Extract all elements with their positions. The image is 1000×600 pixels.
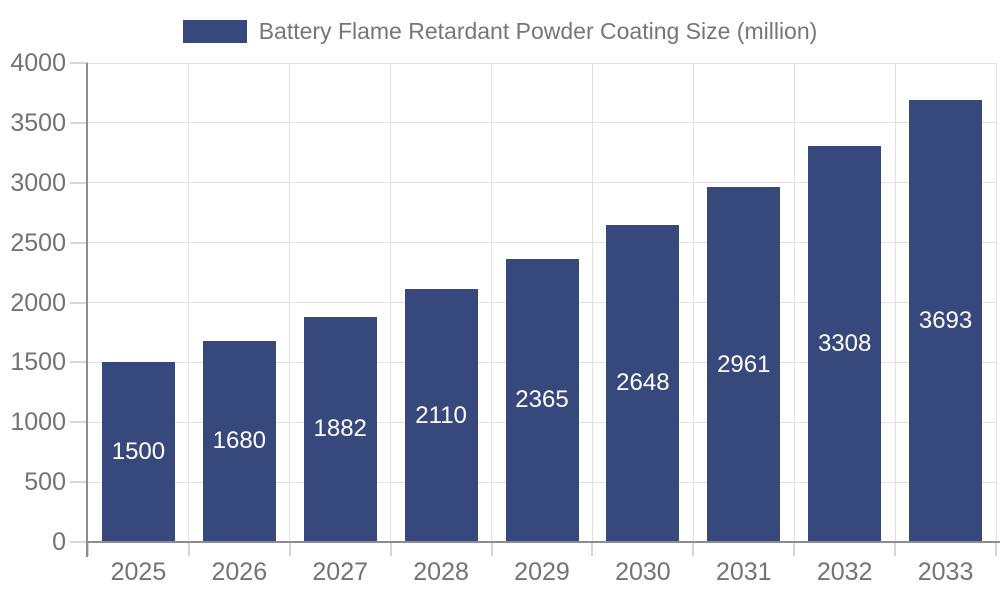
grid-line-v xyxy=(289,63,291,542)
bar-value-label: 2961 xyxy=(717,350,771,378)
y-axis-tick xyxy=(70,121,88,124)
y-axis-label: 2000 xyxy=(10,288,66,317)
x-axis-tick xyxy=(389,542,392,556)
bar: 2365 xyxy=(505,258,579,542)
x-axis-label: 2028 xyxy=(413,558,469,586)
bar-value-label: 2648 xyxy=(616,369,670,397)
x-axis-tick xyxy=(288,542,291,556)
y-axis-tick xyxy=(70,301,88,304)
x-axis-label: 2029 xyxy=(514,558,570,586)
y-axis-tick xyxy=(70,541,88,543)
y-axis-label: 1500 xyxy=(10,348,66,377)
y-axis-label: 4000 xyxy=(10,49,66,77)
grid-line-v xyxy=(995,63,997,542)
x-axis-label: 2033 xyxy=(917,558,974,586)
legend-label: Battery Flame Retardant Powder Coating S… xyxy=(258,18,818,44)
x-axis-label: 2026 xyxy=(211,558,268,586)
grid-line-h xyxy=(88,122,996,124)
x-axis-label: 2031 xyxy=(715,558,772,586)
x-axis-label: 2025 xyxy=(110,558,167,586)
y-axis-tick xyxy=(70,62,88,64)
x-axis-tick xyxy=(187,542,190,556)
x-axis-tick xyxy=(87,542,89,556)
x-axis-label: 2030 xyxy=(615,558,671,586)
y-axis-label: 3500 xyxy=(10,108,66,137)
y-axis-tick xyxy=(70,421,88,424)
bar-value-label: 2110 xyxy=(415,401,467,429)
y-axis-line xyxy=(86,63,88,557)
bar: 1680 xyxy=(202,340,276,542)
x-axis-tick xyxy=(591,542,594,556)
grid-line-v xyxy=(491,63,493,542)
y-axis-label: 3000 xyxy=(10,168,66,197)
grid-line-v xyxy=(894,63,896,542)
x-axis-line xyxy=(86,541,1000,543)
x-axis-label: 2032 xyxy=(816,558,873,586)
bar: 3308 xyxy=(808,145,882,542)
y-axis-tick xyxy=(70,361,88,364)
y-axis-tick xyxy=(70,241,88,244)
bar: 1500 xyxy=(101,362,175,542)
y-axis-label: 0 xyxy=(52,528,66,556)
grid-line-v xyxy=(692,63,694,542)
bar-value-label: 2365 xyxy=(515,386,569,414)
grid-line-v xyxy=(591,63,593,542)
x-axis-tick xyxy=(490,542,493,556)
y-axis-tick xyxy=(70,481,88,484)
bar: 3693 xyxy=(909,99,983,542)
x-axis-tick xyxy=(894,542,897,556)
legend-swatch xyxy=(182,20,247,43)
grid-line-h xyxy=(88,62,996,64)
grid-line-v xyxy=(390,63,392,542)
y-axis-label: 1000 xyxy=(10,408,66,437)
bar: 2110 xyxy=(404,289,478,542)
x-axis-label: 2027 xyxy=(312,558,369,586)
grid-line-h xyxy=(88,182,996,184)
x-axis-tick xyxy=(692,542,695,556)
grid-line-v xyxy=(793,63,795,542)
bar-value-label: 3693 xyxy=(918,306,973,334)
grid-line-h xyxy=(88,242,996,244)
bar: 1882 xyxy=(303,316,377,542)
y-axis-tick xyxy=(70,181,88,184)
y-axis-label: 500 xyxy=(24,468,66,497)
bar: 2961 xyxy=(707,187,781,542)
bar-value-label: 1680 xyxy=(212,427,267,455)
bar-value-label: 3308 xyxy=(817,329,872,357)
x-axis-tick xyxy=(793,542,796,556)
bar-value-label: 1882 xyxy=(313,415,367,443)
bar-value-label: 1500 xyxy=(111,438,166,466)
legend-item[interactable]: Battery Flame Retardant Powder Coating S… xyxy=(0,18,1000,45)
bar: 2648 xyxy=(606,224,680,542)
x-axis-tick xyxy=(995,542,997,556)
grid-line-v xyxy=(188,63,190,542)
y-axis-label: 2500 xyxy=(10,228,66,257)
